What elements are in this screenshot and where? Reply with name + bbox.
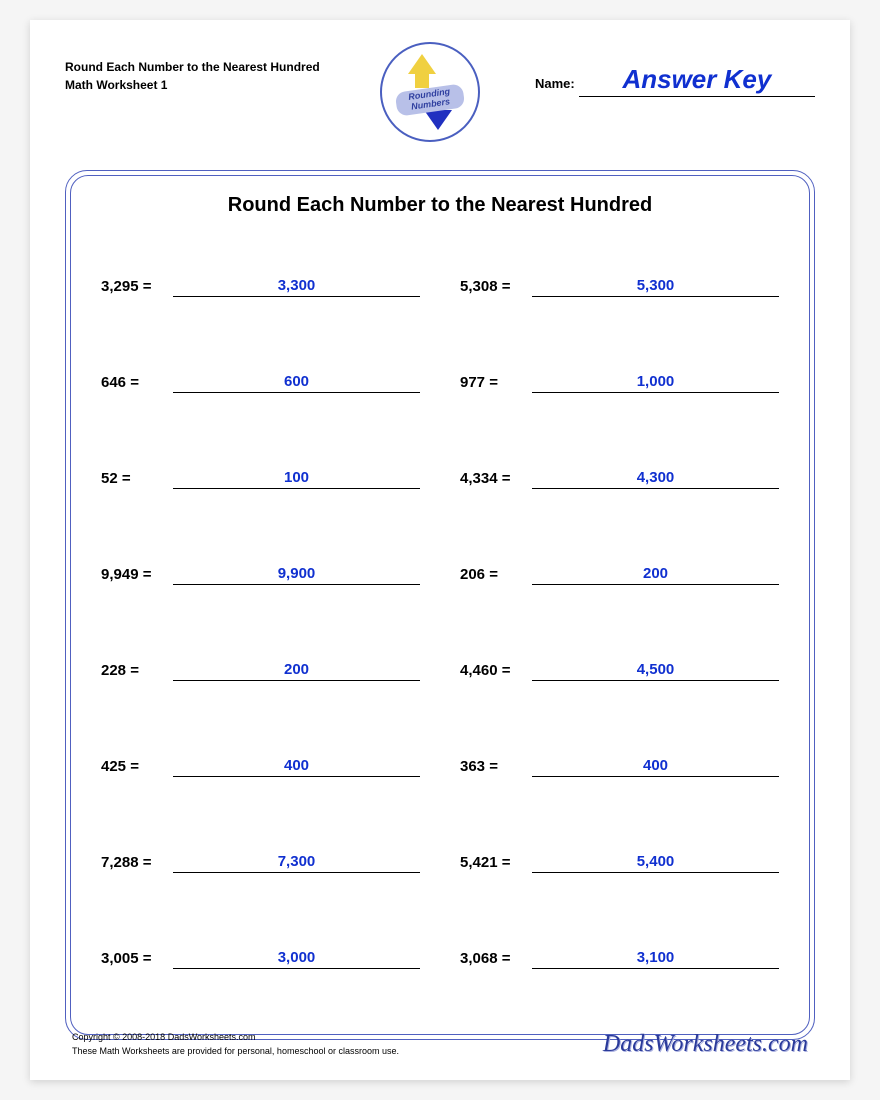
name-field-area: Name: Answer Key	[535, 50, 815, 97]
problem-answer: 3,300	[173, 277, 420, 297]
problem-answer: 4,300	[532, 469, 779, 489]
problem-answer: 200	[173, 661, 420, 681]
problem-prompt: 3,295 =	[101, 278, 173, 297]
problem-row: 9,949 =9,900	[101, 529, 420, 625]
name-value: Answer Key	[579, 64, 815, 97]
problem-answer: 3,000	[173, 949, 420, 969]
problem-prompt: 4,334 =	[460, 470, 532, 489]
copyright-text: Copyright © 2008-2018 DadsWorksheets.com	[72, 1031, 399, 1045]
problem-answer: 400	[532, 757, 779, 777]
problem-row: 4,334 =4,300	[460, 433, 779, 529]
logo-circle-icon: Rounding Numbers	[380, 42, 480, 142]
problem-answer: 3,100	[532, 949, 779, 969]
problem-answer: 1,000	[532, 373, 779, 393]
problem-prompt: 4,460 =	[460, 662, 532, 681]
problem-prompt: 5,308 =	[460, 278, 532, 297]
problem-row: 206 =200	[460, 529, 779, 625]
inner-frame: Round Each Number to the Nearest Hundred…	[70, 175, 810, 1035]
problem-answer: 4,500	[532, 661, 779, 681]
name-label: Name:	[535, 76, 575, 91]
footer-left: Copyright © 2008-2018 DadsWorksheets.com…	[72, 1031, 399, 1058]
logo: Rounding Numbers	[375, 42, 485, 152]
disclaimer-text: These Math Worksheets are provided for p…	[72, 1045, 399, 1059]
problem-answer: 400	[173, 757, 420, 777]
problem-prompt: 52 =	[101, 470, 173, 489]
problem-row: 7,288 =7,300	[101, 817, 420, 913]
worksheet-title-line2: Math Worksheet 1	[65, 76, 325, 94]
problem-answer: 7,300	[173, 853, 420, 873]
problem-answer: 9,900	[173, 565, 420, 585]
problem-row: 52 =100	[101, 433, 420, 529]
problem-prompt: 3,005 =	[101, 950, 173, 969]
footer: Copyright © 2008-2018 DadsWorksheets.com…	[72, 1031, 808, 1058]
problem-row: 646 =600	[101, 337, 420, 433]
problem-prompt: 646 =	[101, 374, 173, 393]
problem-answer: 5,300	[532, 277, 779, 297]
problem-row: 3,068 =3,100	[460, 913, 779, 1009]
problems-grid: 3,295 =3,300 5,308 =5,300 646 =600 977 =1,0…	[101, 241, 779, 1009]
problem-prompt: 977 =	[460, 374, 532, 393]
header-left: Round Each Number to the Nearest Hundred…	[65, 50, 325, 94]
problem-row: 5,421 =5,400	[460, 817, 779, 913]
problem-answer: 200	[532, 565, 779, 585]
main-frame: Round Each Number to the Nearest Hundred…	[65, 170, 815, 1040]
problem-row: 363 =400	[460, 721, 779, 817]
main-title: Round Each Number to the Nearest Hundred	[101, 194, 779, 217]
problem-row: 3,005 =3,000	[101, 913, 420, 1009]
problem-prompt: 7,288 =	[101, 854, 173, 873]
logo-text: Rounding Numbers	[395, 83, 466, 116]
brand-text: DadsWorksheets.com	[603, 1031, 808, 1058]
problem-row: 4,460 =4,500	[460, 625, 779, 721]
worksheet-page: Round Each Number to the Nearest Hundred…	[30, 20, 850, 1080]
arrow-down-icon	[424, 110, 452, 130]
problem-row: 228 =200	[101, 625, 420, 721]
worksheet-title-line1: Round Each Number to the Nearest Hundred	[65, 58, 325, 76]
problem-prompt: 228 =	[101, 662, 173, 681]
problem-prompt: 363 =	[460, 758, 532, 777]
problem-prompt: 9,949 =	[101, 566, 173, 585]
problem-prompt: 3,068 =	[460, 950, 532, 969]
problem-answer: 5,400	[532, 853, 779, 873]
problem-row: 425 =400	[101, 721, 420, 817]
header: Round Each Number to the Nearest Hundred…	[65, 50, 815, 152]
problem-answer: 600	[173, 373, 420, 393]
problem-prompt: 206 =	[460, 566, 532, 585]
problem-row: 5,308 =5,300	[460, 241, 779, 337]
problem-row: 977 =1,000	[460, 337, 779, 433]
problem-row: 3,295 =3,300	[101, 241, 420, 337]
problem-answer: 100	[173, 469, 420, 489]
problem-prompt: 425 =	[101, 758, 173, 777]
arrow-up-icon	[408, 54, 436, 74]
problem-prompt: 5,421 =	[460, 854, 532, 873]
